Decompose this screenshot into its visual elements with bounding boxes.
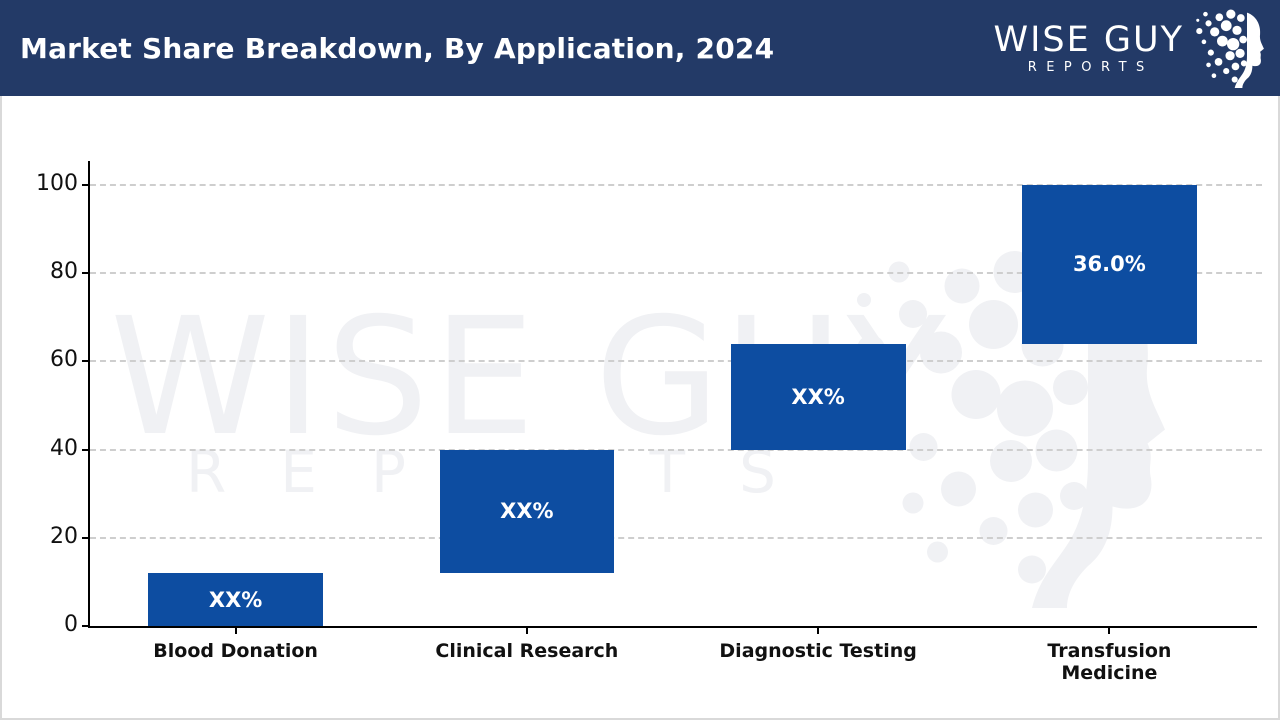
y-tick-mark (82, 625, 90, 627)
y-tick-mark (82, 448, 90, 451)
dotted-face-logo-icon (1188, 8, 1266, 88)
y-axis-tick-label: 40 (50, 435, 78, 461)
bar-diagnostic-testing: XX% (730, 343, 906, 450)
x-tick-mark (234, 626, 237, 634)
y-tick-mark (82, 536, 90, 539)
bar-transfusion-medicine: 36.0% (1022, 185, 1197, 344)
bar-clinical-research: XX% (439, 449, 615, 574)
gridline-y100 (90, 184, 1262, 187)
y-axis-tick-label: 80 (50, 259, 78, 285)
x-axis-line (88, 626, 1257, 628)
x-axis-category-label: Transfusion Medicine (1047, 640, 1172, 684)
x-tick-mark (1108, 626, 1111, 634)
bar-value-label: XX% (791, 384, 845, 409)
x-tick-mark (525, 626, 528, 634)
bar-value-label: XX% (500, 499, 554, 524)
brand-name: WISE GUY (993, 20, 1184, 60)
brand-logo: WISE GUY REPORTS (993, 8, 1266, 88)
bar-blood-donation: XX% (148, 573, 323, 626)
y-axis-line (88, 161, 90, 628)
bar-value-label: XX% (208, 587, 263, 612)
x-axis-category-label: Blood Donation (153, 640, 318, 662)
brand-logo-text: WISE GUY REPORTS (993, 21, 1184, 75)
y-tick-mark (82, 360, 90, 363)
y-axis-tick-label: 0 (64, 612, 78, 637)
watermark-dotted-face-icon (822, 216, 1172, 640)
gridline-y60 (90, 360, 1262, 363)
gridline-y40 (90, 448, 1262, 451)
bar-value-label: 36.0% (1072, 252, 1146, 277)
y-tick-mark (82, 272, 90, 275)
x-axis-category-label: Clinical Research (435, 640, 619, 662)
gridline-y20 (90, 536, 1262, 539)
y-axis-tick-label: 20 (50, 523, 78, 549)
gridline-y80 (90, 272, 1262, 275)
y-axis-tick-label: 100 (36, 171, 78, 197)
y-axis-tick-label: 60 (50, 347, 78, 373)
brand-subname: REPORTS (1027, 60, 1154, 75)
header-bar: Market Share Breakdown, By Application, … (0, 0, 1280, 96)
x-axis-category-label: Diagnostic Testing (719, 640, 917, 662)
x-tick-mark (817, 626, 820, 634)
y-tick-mark (82, 184, 90, 187)
chart-title: Market Share Breakdown, By Application, … (20, 31, 775, 65)
